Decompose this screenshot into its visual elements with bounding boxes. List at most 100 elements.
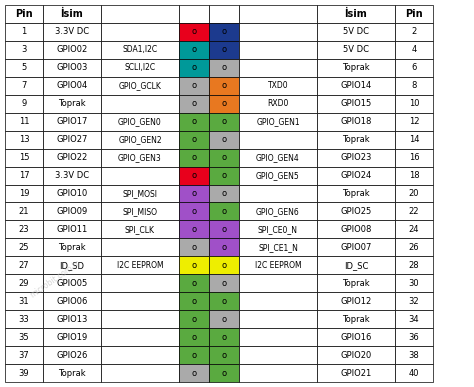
- Bar: [101, 256, 179, 274]
- Text: GPIO_GEN3: GPIO_GEN3: [118, 153, 162, 162]
- Bar: [209, 256, 239, 274]
- Bar: [5, 185, 43, 202]
- Text: 12: 12: [409, 117, 419, 126]
- Bar: [395, 77, 433, 95]
- Text: 40: 40: [409, 368, 419, 378]
- Text: GPIO12: GPIO12: [340, 297, 372, 306]
- Text: o: o: [221, 243, 227, 252]
- Text: o: o: [191, 207, 197, 216]
- Bar: [5, 238, 43, 256]
- Bar: [179, 202, 209, 221]
- Text: GPIO10: GPIO10: [56, 189, 88, 198]
- Bar: [239, 310, 317, 328]
- Bar: [239, 364, 317, 382]
- Bar: [395, 41, 433, 59]
- Text: TXD0: TXD0: [268, 81, 288, 90]
- Text: 39: 39: [18, 368, 29, 378]
- Bar: [209, 292, 239, 310]
- Text: 17: 17: [18, 171, 29, 180]
- Text: Pin: Pin: [15, 9, 33, 19]
- Text: o: o: [221, 189, 227, 198]
- Bar: [101, 95, 179, 113]
- Text: o: o: [221, 261, 227, 270]
- Bar: [43, 113, 101, 131]
- Text: o: o: [221, 45, 227, 55]
- Text: GPIO27: GPIO27: [56, 135, 88, 144]
- Text: Toprak: Toprak: [342, 279, 370, 288]
- Bar: [239, 59, 317, 77]
- Bar: [43, 59, 101, 77]
- Text: SPI_MOSI: SPI_MOSI: [122, 189, 157, 198]
- Text: GPIO25: GPIO25: [340, 207, 372, 216]
- Bar: [179, 59, 209, 77]
- Text: o: o: [191, 297, 197, 306]
- Text: o: o: [221, 279, 227, 288]
- Bar: [101, 131, 179, 149]
- Text: GPIO22: GPIO22: [56, 153, 88, 162]
- Text: 15: 15: [19, 153, 29, 162]
- Text: 18: 18: [409, 171, 419, 180]
- Text: 3.3V DC: 3.3V DC: [55, 27, 89, 36]
- Text: 28: 28: [409, 261, 419, 270]
- Bar: [317, 274, 395, 292]
- Text: 14: 14: [409, 135, 419, 144]
- Bar: [179, 95, 209, 113]
- Bar: [5, 310, 43, 328]
- Bar: [239, 185, 317, 202]
- Bar: [239, 41, 317, 59]
- Text: SCLI,I2C: SCLI,I2C: [125, 63, 155, 72]
- Text: o: o: [191, 117, 197, 126]
- Bar: [101, 185, 179, 202]
- Text: GPIO_GEN6: GPIO_GEN6: [256, 207, 300, 216]
- Text: GPIO19: GPIO19: [56, 332, 88, 342]
- Bar: [209, 41, 239, 59]
- Text: 16: 16: [409, 153, 419, 162]
- Bar: [395, 328, 433, 346]
- Text: 29: 29: [19, 279, 29, 288]
- Bar: [239, 95, 317, 113]
- Text: o: o: [221, 135, 227, 144]
- Bar: [239, 328, 317, 346]
- Bar: [179, 23, 209, 41]
- Bar: [317, 221, 395, 238]
- Text: 31: 31: [18, 297, 29, 306]
- Bar: [209, 113, 239, 131]
- Text: o: o: [191, 171, 197, 180]
- Text: 10: 10: [409, 99, 419, 108]
- Bar: [101, 274, 179, 292]
- Text: GPIO07: GPIO07: [340, 243, 372, 252]
- Text: 7: 7: [21, 81, 27, 90]
- Bar: [239, 221, 317, 238]
- Bar: [395, 221, 433, 238]
- Bar: [209, 5, 239, 23]
- Bar: [239, 346, 317, 364]
- Bar: [43, 310, 101, 328]
- Bar: [43, 202, 101, 221]
- Text: o: o: [221, 117, 227, 126]
- Text: 4: 4: [411, 45, 417, 55]
- Text: 20: 20: [409, 189, 419, 198]
- Bar: [317, 364, 395, 382]
- Text: o: o: [221, 27, 227, 36]
- Bar: [101, 77, 179, 95]
- Text: I2C EEPROM: I2C EEPROM: [255, 261, 301, 270]
- Text: 30: 30: [409, 279, 419, 288]
- Bar: [179, 5, 209, 23]
- Text: GPIO_GEN2: GPIO_GEN2: [118, 135, 162, 144]
- Text: GPIO_GEN1: GPIO_GEN1: [256, 117, 300, 126]
- Bar: [101, 41, 179, 59]
- Bar: [395, 185, 433, 202]
- Text: 19: 19: [19, 189, 29, 198]
- Bar: [209, 23, 239, 41]
- Text: GPIO23: GPIO23: [340, 153, 372, 162]
- Bar: [209, 310, 239, 328]
- Bar: [5, 5, 43, 23]
- Bar: [239, 5, 317, 23]
- Text: GPIO16: GPIO16: [340, 332, 372, 342]
- Bar: [317, 185, 395, 202]
- Text: 24: 24: [409, 225, 419, 234]
- Bar: [317, 346, 395, 364]
- Bar: [209, 202, 239, 221]
- Bar: [209, 185, 239, 202]
- Text: GPIO02: GPIO02: [56, 45, 88, 55]
